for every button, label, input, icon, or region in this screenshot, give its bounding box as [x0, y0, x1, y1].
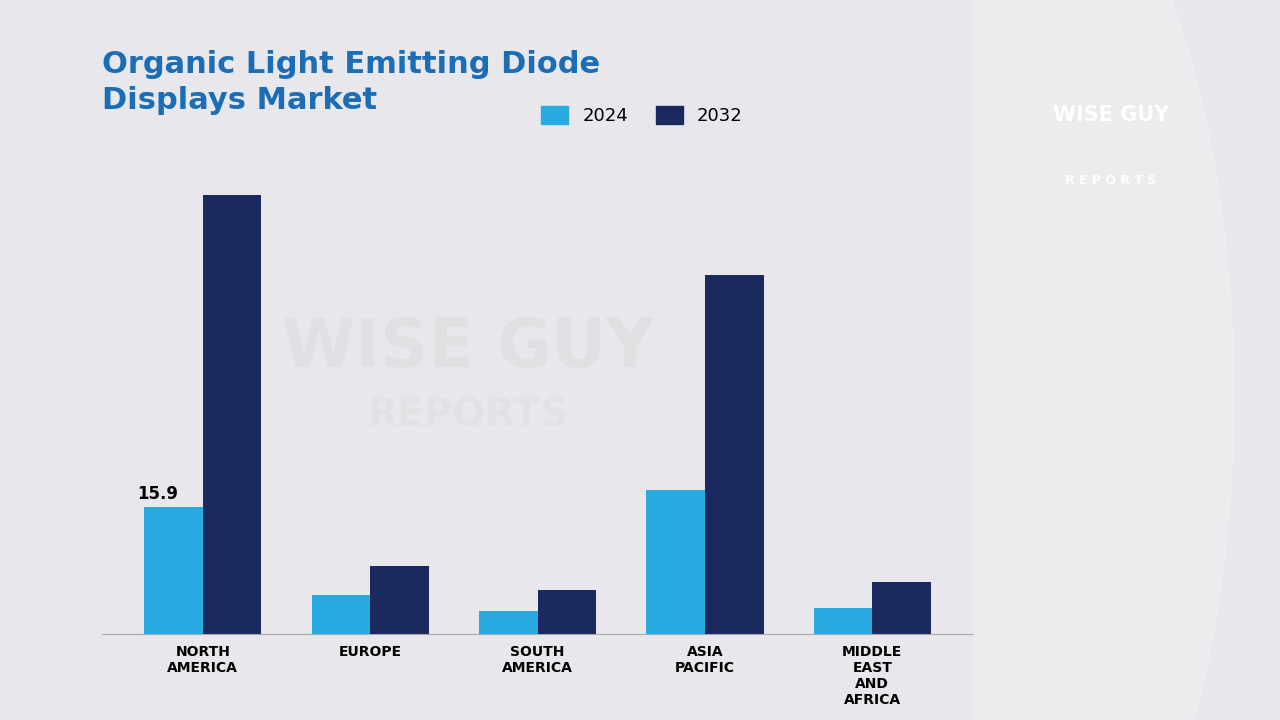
- Text: REPORTS: REPORTS: [367, 397, 568, 435]
- Bar: [646, 490, 705, 634]
- Bar: [705, 275, 764, 634]
- Bar: [370, 566, 429, 634]
- Text: WISE GUY: WISE GUY: [282, 315, 654, 382]
- Bar: [145, 507, 202, 634]
- Bar: [814, 608, 873, 634]
- Text: WISE GUY: WISE GUY: [1053, 105, 1169, 125]
- Legend: 2024, 2032: 2024, 2032: [534, 99, 750, 132]
- Bar: [873, 582, 931, 634]
- Bar: [538, 590, 596, 634]
- Bar: [311, 595, 370, 634]
- Text: R E P O R T S: R E P O R T S: [1065, 174, 1157, 186]
- Text: Organic Light Emitting Diode
Displays Market: Organic Light Emitting Diode Displays Ma…: [102, 50, 600, 115]
- Circle shape: [712, 0, 1234, 720]
- Text: 15.9: 15.9: [137, 485, 178, 503]
- Bar: [202, 195, 261, 634]
- Bar: [479, 611, 538, 634]
